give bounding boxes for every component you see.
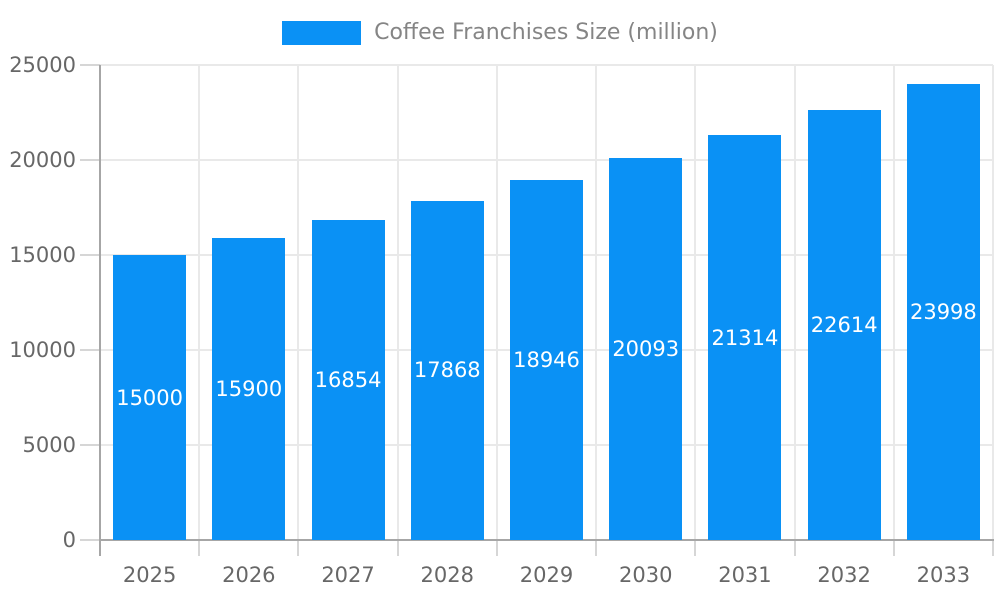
gridline-vertical xyxy=(297,65,300,540)
x-tick-label: 2030 xyxy=(618,563,673,587)
bar-value-label: 21314 xyxy=(711,325,779,350)
y-tick-label: 25000 xyxy=(9,53,76,77)
legend-swatch-icon xyxy=(282,20,362,45)
y-tick-label: 15000 xyxy=(9,243,76,267)
x-axis-line xyxy=(99,539,994,541)
bar-2030 xyxy=(609,158,683,540)
y-tick xyxy=(80,444,100,446)
bar-2031 xyxy=(708,135,782,540)
x-tick-label: 2032 xyxy=(817,563,871,587)
x-tick-label: 2033 xyxy=(916,563,971,587)
gridline-horizontal xyxy=(100,64,993,66)
bar-value-label: 22614 xyxy=(810,313,878,338)
x-tick xyxy=(992,541,994,556)
x-tick-label: 2028 xyxy=(420,563,474,587)
bar-value-label: 20093 xyxy=(612,337,680,362)
y-tick-label: 5000 xyxy=(22,433,76,457)
bar-value-label: 23998 xyxy=(909,300,977,324)
x-tick xyxy=(297,541,300,556)
x-tick-label: 2029 xyxy=(519,563,574,587)
gridline-vertical xyxy=(396,65,399,540)
x-tick xyxy=(198,541,201,556)
y-tick-label: 20000 xyxy=(9,148,76,172)
y-tick xyxy=(80,539,100,541)
y-axis-line xyxy=(99,65,101,556)
gridline-vertical xyxy=(892,65,895,540)
x-tick-label: 2031 xyxy=(718,563,772,587)
x-tick xyxy=(694,541,697,556)
gridline-vertical xyxy=(793,65,796,540)
y-tick xyxy=(80,349,100,351)
x-tick-label: 2025 xyxy=(122,563,177,587)
bar-value-label: 17868 xyxy=(413,358,481,383)
bar-value-label: 15000 xyxy=(116,385,184,410)
bar-2027 xyxy=(311,219,385,540)
legend[interactable]: Coffee Franchises Size (million) xyxy=(0,20,1000,45)
x-tick xyxy=(793,541,796,556)
x-tick xyxy=(595,541,598,556)
y-tick xyxy=(80,64,100,66)
y-tick xyxy=(80,254,100,256)
bar-2028 xyxy=(410,200,484,540)
y-tick-label: 0 xyxy=(62,528,76,552)
gridline-horizontal xyxy=(100,159,993,161)
bar-value-label: 15900 xyxy=(215,376,283,401)
x-tick-label: 2026 xyxy=(222,563,276,587)
gridline-vertical xyxy=(198,65,201,540)
bar-2032 xyxy=(807,110,881,540)
legend-label: Coffee Franchises Size (million) xyxy=(374,20,718,45)
bar-value-label: 18946 xyxy=(513,348,580,372)
bar-2029 xyxy=(510,180,583,540)
y-tick-label: 10000 xyxy=(9,338,76,362)
x-tick xyxy=(892,541,895,556)
bar-2026 xyxy=(212,237,286,540)
bar-value-label: 16854 xyxy=(314,367,382,392)
x-tick-label: 2027 xyxy=(321,563,375,587)
x-tick xyxy=(396,541,399,556)
gridline-vertical xyxy=(992,65,994,540)
gridline-vertical xyxy=(694,65,697,540)
bar-2033 xyxy=(906,84,980,540)
bar-2025 xyxy=(113,255,187,540)
gridline-vertical xyxy=(495,65,498,540)
y-tick xyxy=(80,159,100,161)
gridline-vertical xyxy=(595,65,598,540)
x-tick xyxy=(495,541,498,556)
